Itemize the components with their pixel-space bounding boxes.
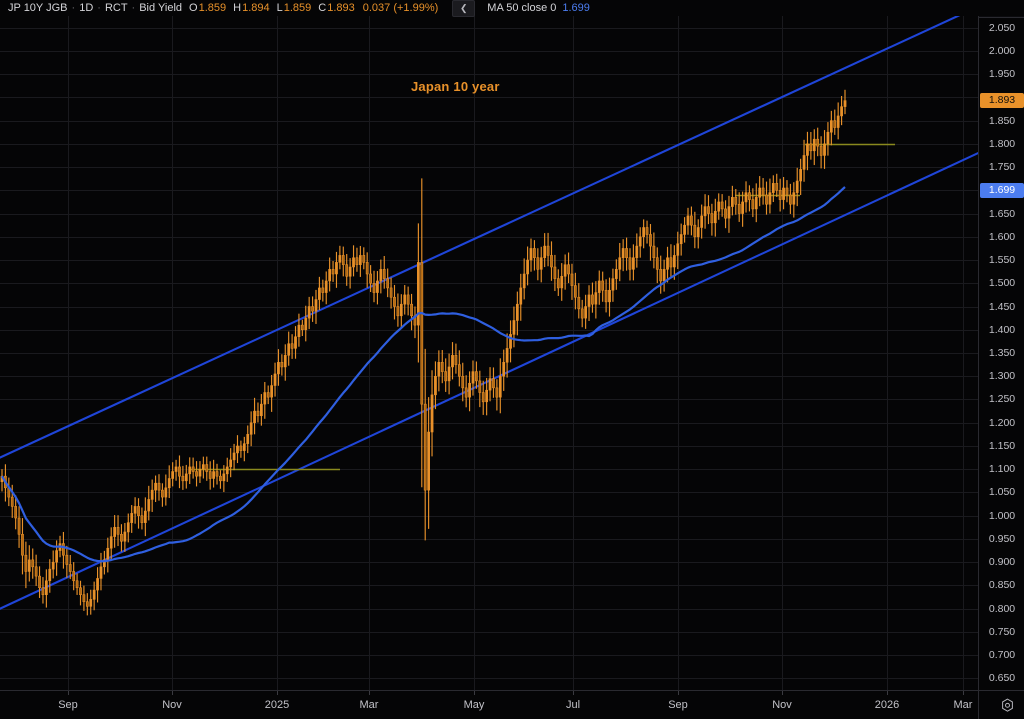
price-tick: 0.750 [988,625,1016,638]
price-tick: 0.650 [988,672,1016,685]
price-tick: 0.950 [988,532,1016,545]
price-tick: 1.750 [988,161,1016,174]
price-tick: 1.450 [988,300,1016,313]
price-tick: 1.050 [988,486,1016,499]
time-tick-label: Sep [668,699,688,711]
time-tick-label: Nov [772,699,792,711]
time-tick-mark [172,691,173,695]
chart-plot-area[interactable]: Japan 10 year [0,16,978,690]
price-tick: 1.600 [988,230,1016,243]
price-tick: 1.150 [988,439,1016,452]
price-tick: 1.350 [988,347,1016,359]
price-tick: 1.000 [988,509,1016,522]
price-tick: 2.050 [988,21,1016,34]
price-tick: 1.100 [988,463,1016,476]
change-value: 0.037 (+1.99%) [362,2,439,14]
chevron-left-icon[interactable]: ❮ [452,0,476,17]
time-tick-label: Nov [162,699,182,711]
price-tick: 1.200 [988,416,1016,429]
price-tick: 1.800 [988,137,1016,150]
price-tick: 2.000 [988,44,1016,57]
price-axis[interactable]: JPY ▼ 2.0502.0001.9501.8501.8001.7501.65… [978,0,1024,690]
series-type-label[interactable]: Bid Yield [139,2,183,14]
last-price-badge: 1.893 [980,93,1024,109]
time-tick-mark [573,691,574,695]
ma-indicator-value: 1.699 [562,2,590,14]
time-tick-mark [887,691,888,695]
time-tick-mark [782,691,783,695]
price-tick: 0.700 [988,649,1016,662]
price-tick: 1.500 [988,277,1016,290]
low-value: 1.859 [283,2,312,14]
high-key: H [233,2,242,14]
time-tick-mark [369,691,370,695]
price-tick: 0.800 [988,602,1016,615]
time-tick-label: May [463,699,485,711]
price-tick: 1.250 [988,393,1016,406]
symbol-label[interactable]: JP 10Y JGB [8,2,68,14]
price-tick: 1.950 [988,68,1016,81]
price-tick: 1.400 [988,323,1016,336]
legend-separator-2: · [97,2,101,14]
open-key: O [189,2,198,14]
price-tick: 1.850 [988,114,1016,127]
low-key: L [276,2,283,14]
time-tick-mark [277,691,278,695]
moving-average-line [1,186,846,563]
high-value: 1.894 [242,2,270,14]
time-axis[interactable]: Sep Nov 2025 Mar May Jul Sep Nov 2026 Mar [0,690,1024,719]
close-key: C [318,2,327,14]
axis-divider [978,691,979,719]
chart-annotation-text: Japan 10 year [411,79,500,94]
ma-indicator-label[interactable]: MA 50 close 0 [487,2,557,14]
close-value: 1.893 [327,2,355,14]
time-tick-mark [963,691,964,695]
time-tick-mark [68,691,69,695]
legend-separator-1: · [71,2,76,14]
time-tick-mark [474,691,475,695]
grid-lines [0,16,978,690]
chart-legend: JP 10Y JGB · 1D · RCT · Bid Yield O 1.85… [0,0,1024,17]
time-tick-label: Jul [565,699,581,711]
price-tick: 1.300 [988,370,1016,383]
time-tick-label: 2025 [264,699,290,711]
clock-settings-icon[interactable] [998,696,1016,714]
chart-canvas [0,16,978,690]
time-tick-label: Mar [953,699,973,711]
time-tick-label: Sep [58,699,78,711]
price-tick: 0.900 [988,556,1016,569]
open-value: 1.859 [198,2,227,14]
exchange-label[interactable]: RCT [104,2,128,14]
ma-price-badge: 1.699 [980,183,1024,199]
interval-label[interactable]: 1D [79,2,94,14]
price-tick: 0.850 [988,579,1016,592]
time-tick-mark [678,691,679,695]
candlestick-series [0,89,847,616]
price-tick: 1.550 [988,254,1016,267]
time-tick-label: 2026 [874,699,900,711]
price-tick: 1.650 [988,207,1016,220]
legend-separator-3: · [131,2,136,14]
time-tick-label: Mar [359,699,379,711]
